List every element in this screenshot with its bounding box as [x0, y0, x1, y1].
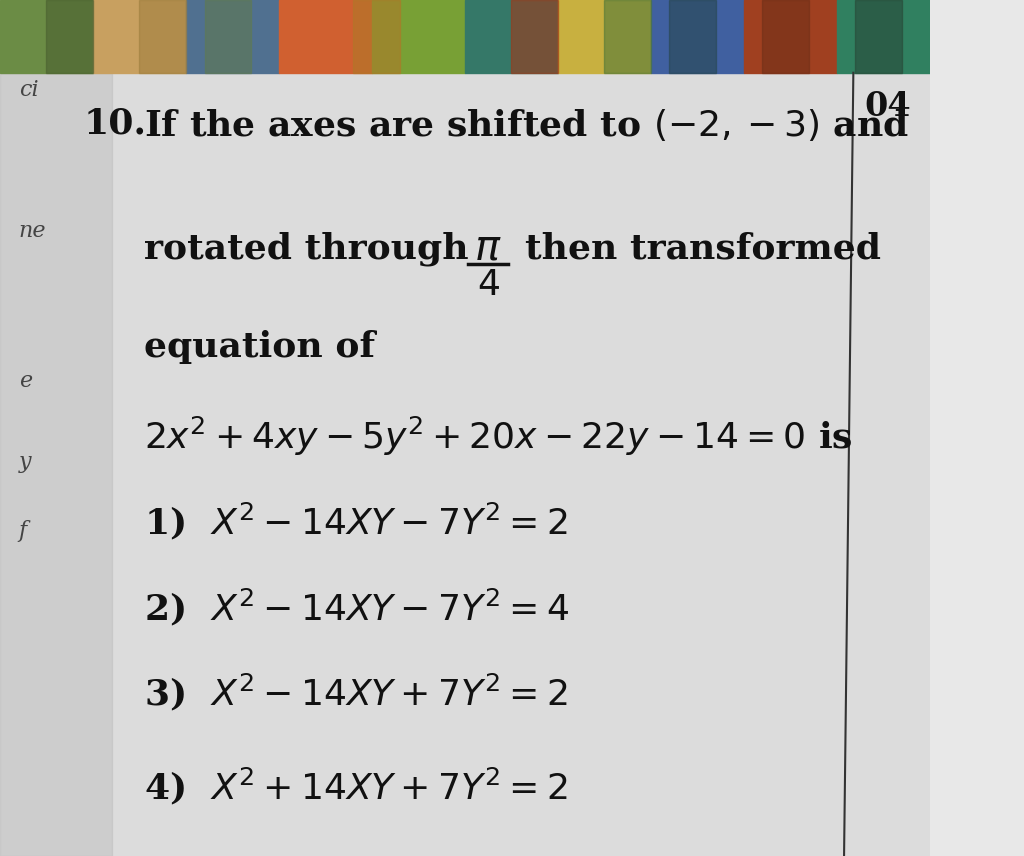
Text: $\pi$: $\pi$ — [474, 227, 502, 269]
Bar — [139, 0, 186, 73]
Bar — [0, 0, 93, 73]
Text: 4)  $X^2+14XY+7Y^2=2$: 4) $X^2+14XY+7Y^2=2$ — [144, 766, 567, 807]
Text: 10.: 10. — [84, 107, 146, 141]
Bar — [0, 73, 112, 856]
Bar — [837, 0, 930, 73]
Text: then transformed: then transformed — [525, 231, 882, 265]
Text: ne: ne — [18, 220, 46, 242]
Bar — [511, 0, 558, 73]
Bar — [558, 0, 650, 73]
Text: $2x^2+4xy-5y^2+20x-22y-14=0$ is: $2x^2+4xy-5y^2+20x-22y-14=0$ is — [144, 415, 853, 458]
Bar — [855, 0, 902, 73]
Text: e: e — [18, 370, 32, 392]
Bar — [604, 0, 650, 73]
Bar — [186, 0, 279, 73]
Bar — [279, 0, 372, 73]
Bar — [46, 0, 93, 73]
Bar — [353, 0, 399, 73]
Bar — [372, 0, 465, 73]
Bar — [762, 0, 809, 73]
Text: rotated through: rotated through — [144, 231, 469, 265]
Bar — [205, 0, 251, 73]
Text: 1)  $X^2-14XY-7Y^2=2$: 1) $X^2-14XY-7Y^2=2$ — [144, 501, 567, 542]
Text: 2)  $X^2-14XY-7Y^2=4$: 2) $X^2-14XY-7Y^2=4$ — [144, 586, 569, 627]
Bar — [93, 0, 186, 73]
Text: $4$: $4$ — [476, 268, 500, 302]
Text: If the axes are shifted to $(-2,-3)$ and: If the axes are shifted to $(-2,-3)$ and — [144, 107, 909, 143]
Text: 3)  $X^2-14XY+7Y^2=2$: 3) $X^2-14XY+7Y^2=2$ — [144, 672, 567, 713]
Bar — [650, 0, 743, 73]
Text: y: y — [18, 451, 31, 473]
Bar — [670, 0, 716, 73]
Text: ci: ci — [18, 79, 38, 101]
Bar — [465, 0, 558, 73]
Text: f: f — [18, 520, 27, 542]
Bar — [743, 0, 837, 73]
Text: equation of: equation of — [144, 330, 375, 364]
Text: 04: 04 — [864, 90, 911, 123]
